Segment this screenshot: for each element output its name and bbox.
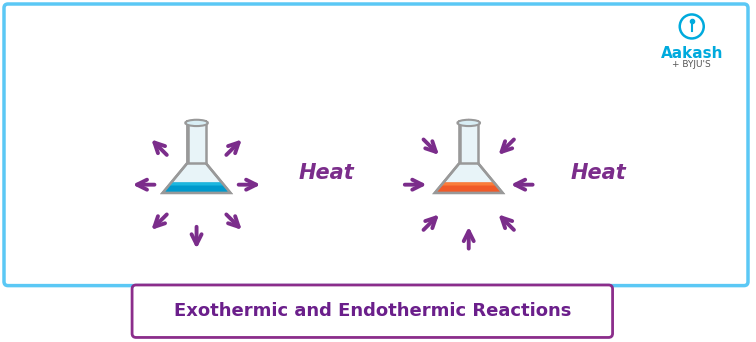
Polygon shape xyxy=(163,182,231,193)
Ellipse shape xyxy=(457,120,480,126)
Polygon shape xyxy=(441,182,497,185)
Polygon shape xyxy=(169,182,225,185)
Polygon shape xyxy=(435,121,503,193)
Polygon shape xyxy=(163,121,231,193)
FancyBboxPatch shape xyxy=(4,4,748,286)
Text: Exothermic and Endothermic Reactions: Exothermic and Endothermic Reactions xyxy=(174,302,571,320)
Text: Heat: Heat xyxy=(571,163,627,183)
Polygon shape xyxy=(187,123,206,163)
Ellipse shape xyxy=(185,120,208,126)
FancyBboxPatch shape xyxy=(132,285,612,338)
Polygon shape xyxy=(435,182,503,193)
Text: Heat: Heat xyxy=(299,163,355,183)
Text: + BYJU'S: + BYJU'S xyxy=(672,61,711,69)
Text: Aakash: Aakash xyxy=(661,47,723,62)
Polygon shape xyxy=(460,123,478,163)
